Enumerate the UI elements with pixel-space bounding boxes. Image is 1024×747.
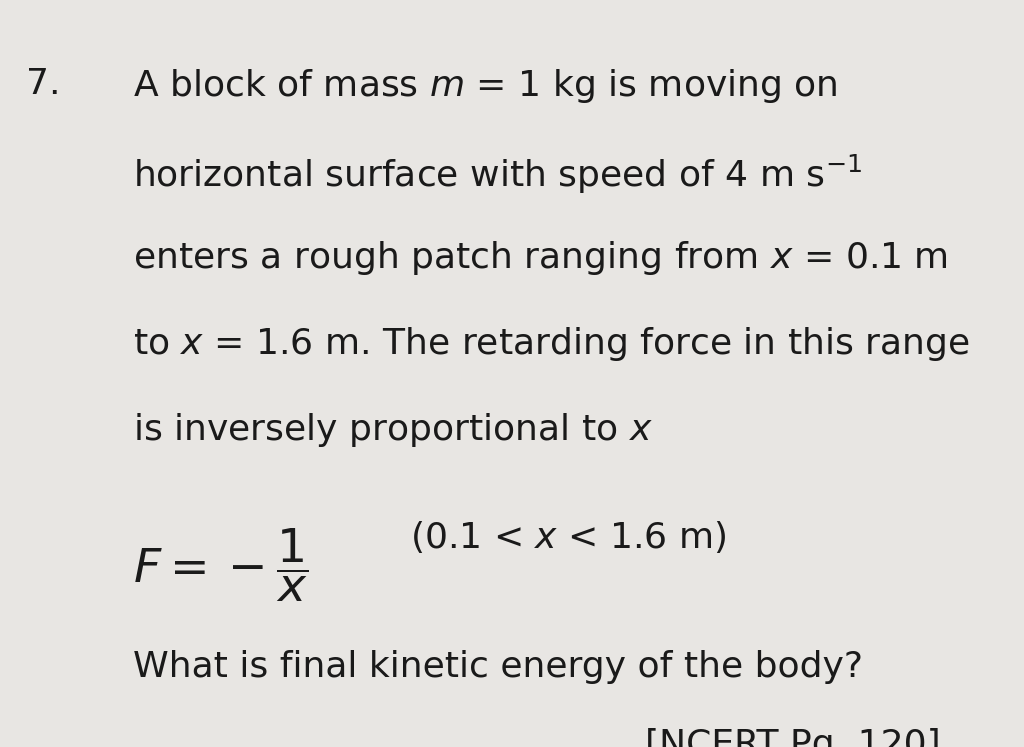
Text: What is final kinetic energy of the body?: What is final kinetic energy of the body… xyxy=(133,650,863,684)
Text: enters a rough patch ranging from $x$ = 0.1 m: enters a rough patch ranging from $x$ = … xyxy=(133,239,948,277)
Text: A block of mass $m$ = 1 kg is moving on: A block of mass $m$ = 1 kg is moving on xyxy=(133,67,838,105)
Text: to $x$ = 1.6 m. The retarding force in this range: to $x$ = 1.6 m. The retarding force in t… xyxy=(133,325,970,363)
Text: $F = -\dfrac{1}{x}$: $F = -\dfrac{1}{x}$ xyxy=(133,527,308,604)
Text: is inversely proportional to $x$: is inversely proportional to $x$ xyxy=(133,411,653,449)
Text: (0.1 < $x$ < 1.6 m): (0.1 < $x$ < 1.6 m) xyxy=(410,519,726,555)
Text: horizontal surface with speed of 4 m s$^{-1}$: horizontal surface with speed of 4 m s$^… xyxy=(133,153,862,196)
Text: 7.: 7. xyxy=(26,67,60,102)
Text: [NCERT Pg. 120]: [NCERT Pg. 120] xyxy=(645,728,941,747)
